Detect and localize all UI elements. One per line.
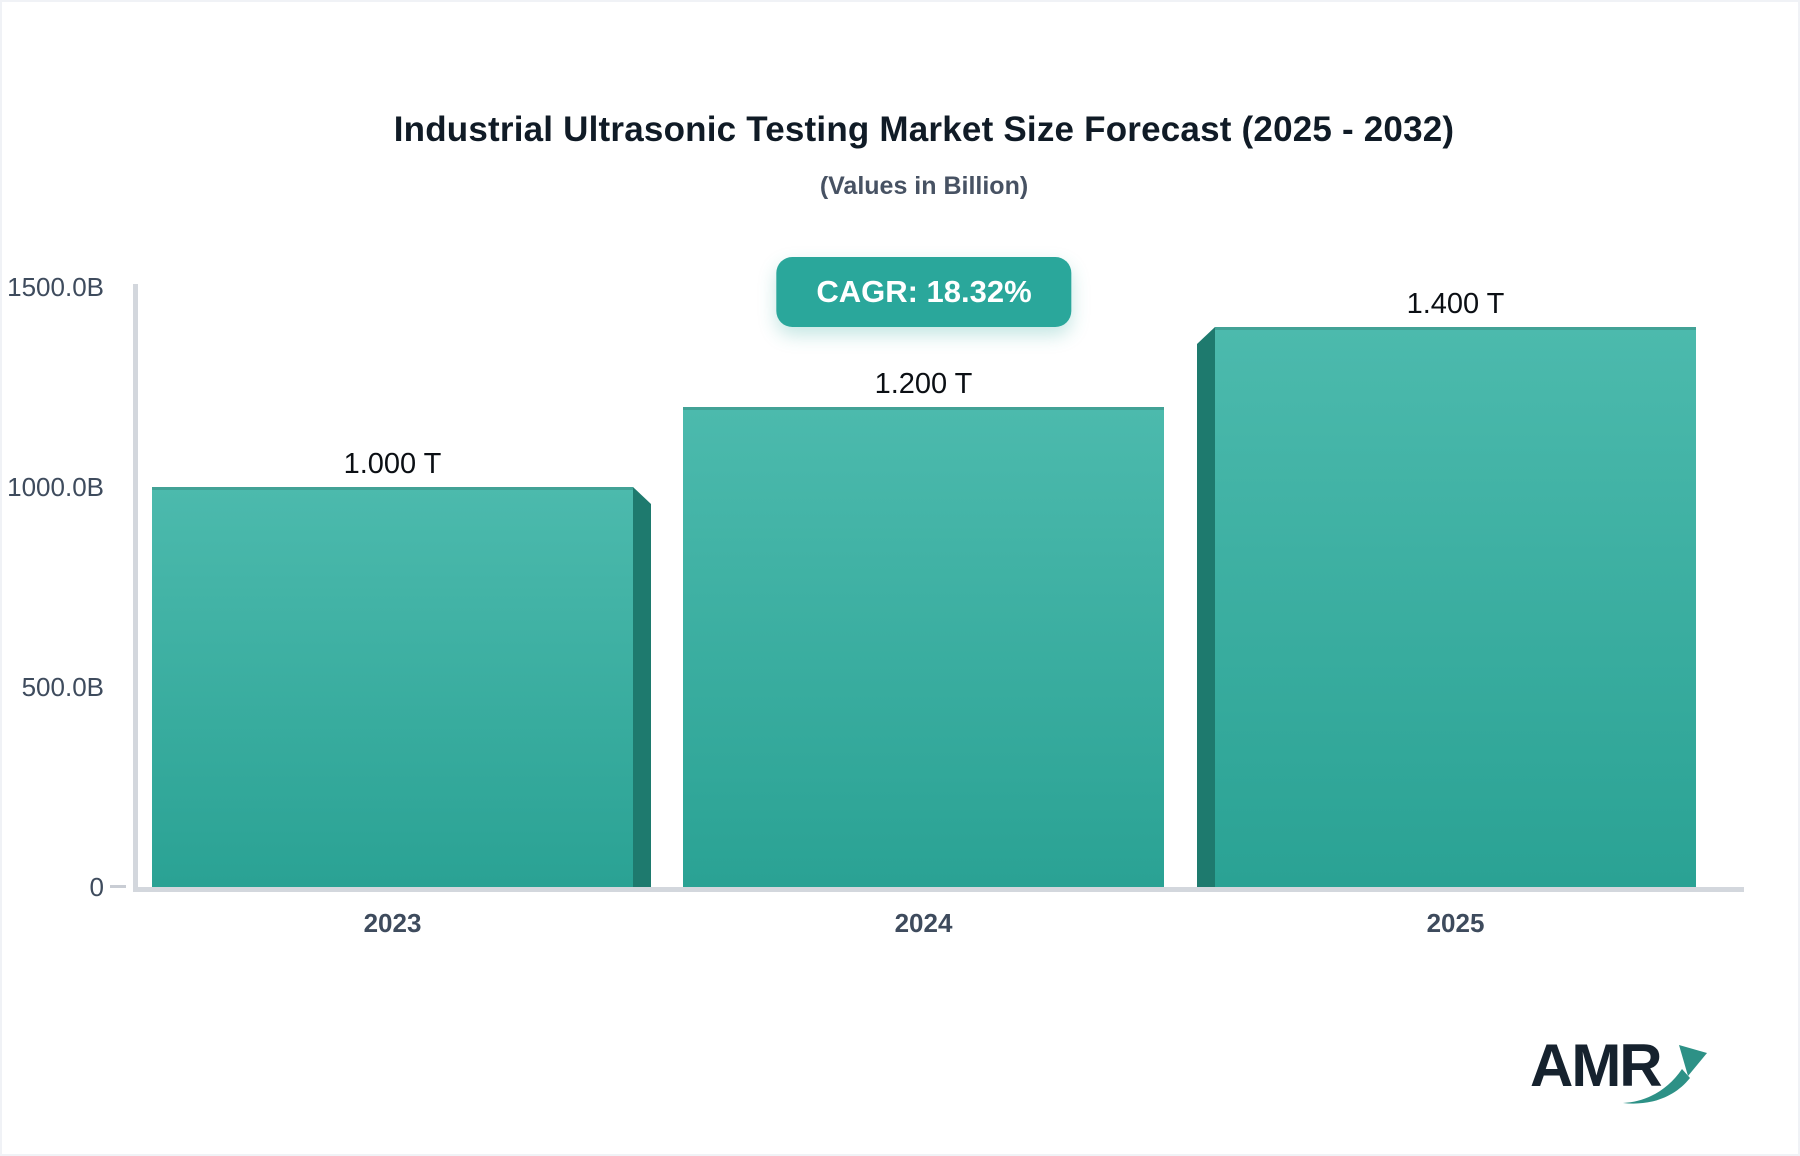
y-tick-label-0: 0	[90, 872, 104, 902]
y-tick-label-500: 500.0B	[22, 672, 104, 702]
bar-2023[interactable]	[152, 487, 633, 887]
x-axis-label-2024: 2024	[895, 908, 953, 938]
amr-logo: AMR	[1530, 1036, 1720, 1114]
x-axis-label-2025: 2025	[1427, 908, 1485, 938]
chart-title: Industrial Ultrasonic Testing Market Siz…	[393, 110, 1455, 149]
cagr-badge: CAGR: 18.32%	[776, 257, 1072, 327]
x-axis-line	[133, 887, 1744, 892]
bar-top-edge-2023	[152, 487, 633, 490]
bar-value-label-2023: 1.000 T	[344, 448, 442, 480]
cagr-badge-label: CAGR: 18.32%	[816, 274, 1032, 309]
bar-top-edge-2024	[683, 407, 1164, 410]
chart-subtitle: (Values in Billion)	[819, 172, 1029, 200]
y-tick-mark-zero	[110, 885, 126, 888]
growth-arrow-head	[1679, 1045, 1707, 1076]
x-axis-label-2023: 2023	[364, 908, 422, 938]
growth-arrow-icon	[1623, 1045, 1707, 1104]
bar-top-edge-2025	[1215, 327, 1696, 330]
bar-2024[interactable]	[683, 407, 1164, 887]
bar-2025[interactable]	[1215, 327, 1696, 887]
amr-logo-text: AMR	[1530, 1032, 1663, 1099]
bar-side-2023	[633, 487, 651, 887]
y-axis-line	[133, 284, 138, 892]
growth-arrow-swoosh	[1623, 1069, 1690, 1104]
y-tick-label-1500: 1500.0B	[7, 272, 104, 302]
bar-side-2025	[1197, 327, 1215, 887]
bar-value-label-2024: 1.200 T	[875, 368, 973, 400]
bar-value-label-2025: 1.400 T	[1407, 288, 1505, 320]
y-tick-label-1000: 1000.0B	[7, 472, 104, 502]
